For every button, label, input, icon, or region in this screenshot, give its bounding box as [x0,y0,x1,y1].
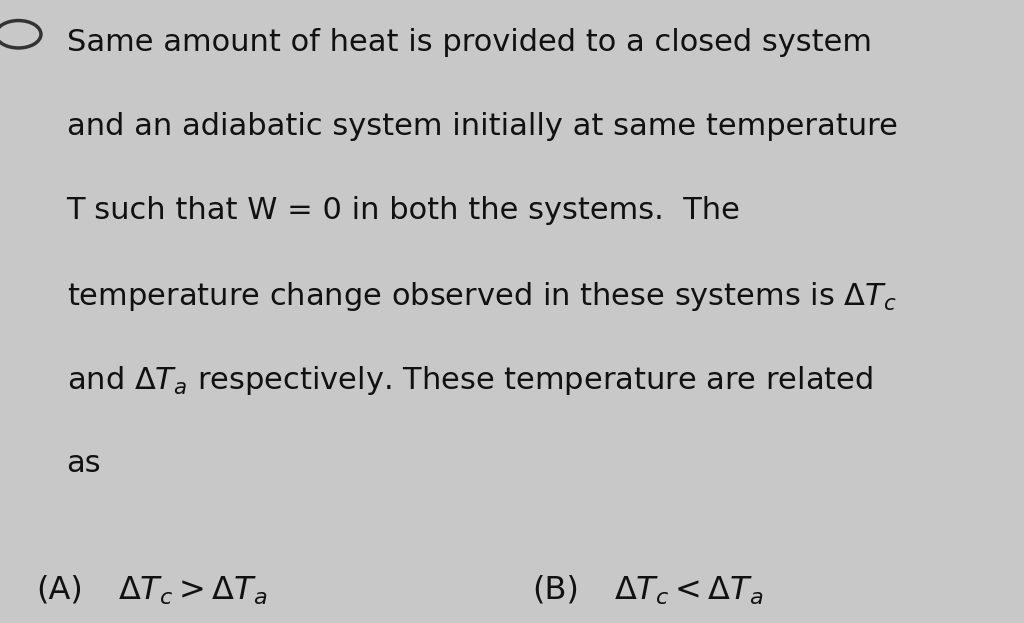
Text: as: as [67,449,101,478]
Text: and $\Delta T_a$ respectively. These temperature are related: and $\Delta T_a$ respectively. These tem… [67,364,872,397]
Text: (B): (B) [532,575,580,606]
Text: Same amount of heat is provided to a closed system: Same amount of heat is provided to a clo… [67,28,871,57]
Text: temperature change observed in these systems is $\Delta T_c$: temperature change observed in these sys… [67,280,896,313]
Text: (A): (A) [36,575,83,606]
Text: T such that W = 0 in both the systems.  The: T such that W = 0 in both the systems. T… [67,196,740,226]
Text: and an adiabatic system initially at same temperature: and an adiabatic system initially at sam… [67,112,897,141]
Text: $\Delta T_c > \Delta T_a$: $\Delta T_c > \Delta T_a$ [118,575,267,607]
Text: $\Delta T_c < \Delta T_a$: $\Delta T_c < \Delta T_a$ [614,575,764,607]
